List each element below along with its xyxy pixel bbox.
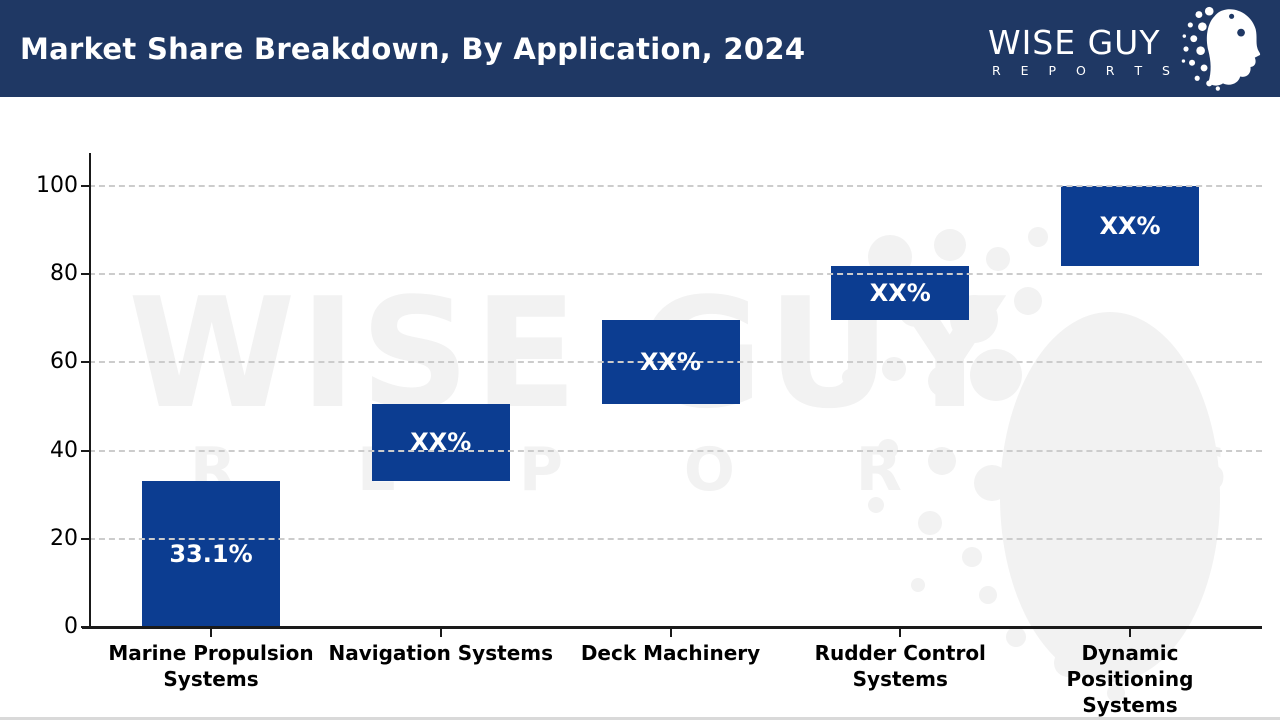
y-tick-mark	[81, 273, 89, 276]
gridline	[89, 273, 1262, 276]
y-tick-mark	[81, 185, 89, 187]
gridline	[89, 185, 1262, 187]
x-tick-mark	[439, 629, 442, 637]
gridline	[89, 449, 1262, 452]
y-tick-mark	[81, 626, 89, 628]
gridline	[89, 361, 1262, 364]
x-category-label: Rudder Control Systems	[814, 641, 986, 691]
y-tick-label: 80	[50, 261, 78, 287]
y-tick-label: 60	[50, 349, 78, 375]
page-title: Market Share Breakdown, By Application, …	[20, 31, 806, 66]
wiseguy-logo: WISE GUY R E P O R T S	[988, 4, 1266, 94]
bar	[142, 481, 280, 627]
logo-wordmark: WISE GUY	[987, 23, 1161, 62]
x-tick-mark	[669, 629, 672, 637]
bottom-border	[0, 717, 1280, 720]
bar	[371, 403, 510, 482]
logo-face-icon	[1181, 6, 1261, 91]
gridline	[89, 537, 1262, 540]
x-category-label: Navigation Systems	[328, 641, 553, 665]
x-tick-mark	[899, 629, 902, 637]
bar-value-label: XX%	[639, 347, 702, 376]
y-tick-label: 100	[36, 173, 78, 198]
watermark-dots-face	[842, 227, 1220, 702]
x-tick-mark	[210, 629, 212, 637]
x-axis-line	[82, 626, 1262, 629]
logo-text: WISE GUY R E P O R T S	[988, 26, 1178, 78]
y-axis-line	[89, 153, 91, 629]
chart-area: WISE GUY R E P O R T S 0 20 40 60 80 100 33.1%…	[0, 97, 1280, 718]
bar-value-label: 33.1%	[169, 540, 253, 568]
x-tick-mark	[1129, 629, 1131, 637]
x-category-label: Marine Propulsion Systems	[108, 641, 314, 691]
y-tick-label: 20	[50, 525, 78, 551]
x-category-label: Dynamic Positioning Systems	[1066, 641, 1194, 717]
bar-value-label: XX%	[410, 428, 472, 457]
bar-value-label: XX%	[1099, 212, 1161, 241]
bar-value-label: XX%	[869, 279, 931, 308]
y-tick-mark	[81, 361, 89, 364]
y-tick-mark	[81, 537, 89, 540]
x-category-label: Deck Machinery	[580, 641, 761, 665]
y-tick-label: 40	[50, 437, 78, 463]
y-tick-mark	[81, 449, 89, 452]
bar	[1061, 186, 1199, 267]
header-bar: Market Share Breakdown, By Application, …	[0, 0, 1280, 97]
y-tick-label: 0	[64, 614, 78, 639]
bar	[831, 266, 970, 321]
logo-subtext: R E P O R T S	[991, 63, 1178, 78]
